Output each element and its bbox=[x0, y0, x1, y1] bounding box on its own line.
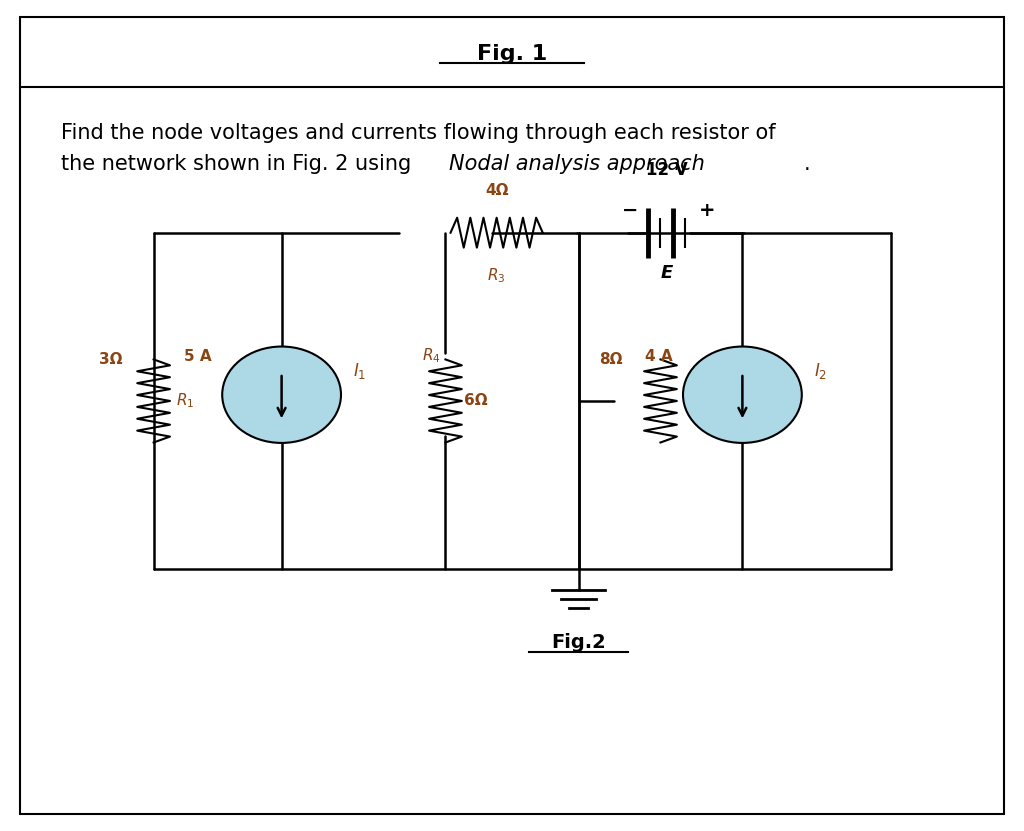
Text: Find the node voltages and currents flowing through each resistor of: Find the node voltages and currents flow… bbox=[61, 123, 776, 143]
Text: 5 A: 5 A bbox=[184, 349, 212, 364]
Text: $R_3$: $R_3$ bbox=[487, 266, 506, 285]
Text: 12 V: 12 V bbox=[646, 160, 687, 179]
FancyBboxPatch shape bbox=[20, 17, 1004, 814]
Circle shape bbox=[222, 347, 341, 443]
Text: $R_2$: $R_2$ bbox=[683, 391, 701, 411]
Text: Fig.2: Fig.2 bbox=[551, 633, 606, 652]
Circle shape bbox=[683, 347, 802, 443]
Text: $I_2$: $I_2$ bbox=[814, 361, 827, 381]
Text: 4 A: 4 A bbox=[645, 349, 673, 364]
Text: 4Ω: 4Ω bbox=[485, 183, 508, 198]
Text: 6Ω: 6Ω bbox=[464, 393, 487, 409]
Text: E: E bbox=[660, 264, 673, 283]
Text: 3Ω: 3Ω bbox=[99, 352, 122, 367]
Text: $I_1$: $I_1$ bbox=[353, 361, 367, 381]
Text: $R_1$: $R_1$ bbox=[176, 391, 195, 411]
Text: −: − bbox=[622, 201, 638, 219]
Text: Nodal analysis approach: Nodal analysis approach bbox=[449, 154, 705, 174]
Text: Fig. 1: Fig. 1 bbox=[477, 44, 547, 64]
Text: $R_4$: $R_4$ bbox=[422, 346, 440, 365]
Text: .: . bbox=[804, 154, 810, 174]
Text: 8Ω: 8Ω bbox=[600, 352, 623, 367]
Text: the network shown in Fig. 2 using: the network shown in Fig. 2 using bbox=[61, 154, 419, 174]
Text: +: + bbox=[699, 201, 716, 219]
